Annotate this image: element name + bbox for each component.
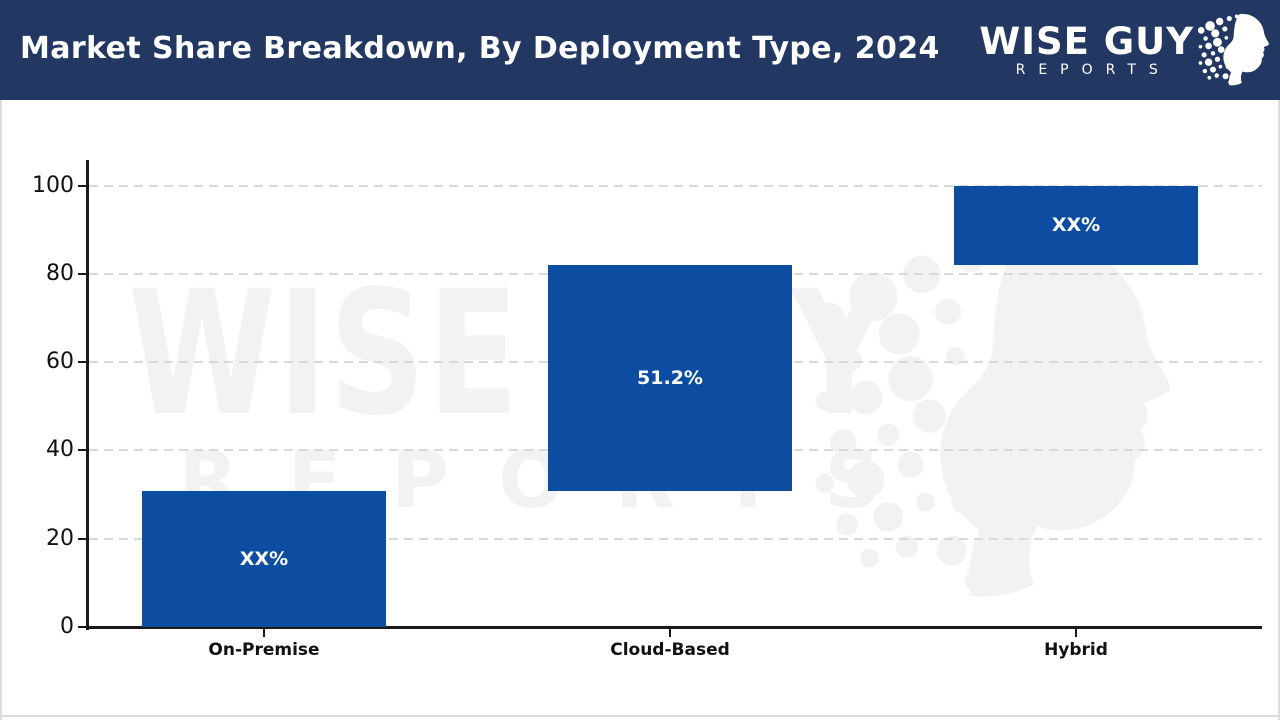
bar-cloud-based: [548, 264, 792, 492]
x-axis-line: [86, 626, 1262, 629]
y-tick-label: 40: [46, 437, 74, 463]
logo-text: WISE GUY REPORTS: [979, 23, 1194, 77]
y-tick-label: 100: [32, 172, 74, 198]
y-tick-mark: [78, 449, 86, 452]
x-tick-mark: [1075, 629, 1077, 637]
wise-guy-reports-logo: WISE GUY REPORTS: [979, 6, 1270, 94]
header-band: Market Share Breakdown, By Deployment Ty…: [0, 0, 1280, 100]
y-tick-mark: [78, 361, 86, 364]
y-axis-line: [86, 160, 89, 630]
logo-subtitle: REPORTS: [1015, 62, 1171, 78]
x-axis-label: Cloud-Based: [610, 640, 730, 660]
left-edge-line: [0, 100, 2, 720]
x-axis-label: Hybrid: [1044, 640, 1108, 660]
bar-value-label: XX%: [1051, 214, 1101, 237]
right-edge-line: [1278, 100, 1280, 720]
face-profile-logo-icon: [1197, 13, 1269, 86]
y-tick-mark: [78, 184, 86, 187]
y-tick-label: 20: [46, 525, 74, 551]
y-tick-label: 0: [60, 614, 74, 639]
gridline: [89, 184, 1262, 187]
bar-hybrid: [954, 185, 1198, 265]
page-title: Market Share Breakdown, By Deployment Ty…: [20, 31, 940, 67]
x-tick-mark: [263, 629, 265, 637]
y-tick-mark: [78, 537, 86, 540]
y-tick-label: 60: [46, 349, 74, 375]
bottom-edge-line: [0, 715, 1280, 717]
bar-value-label: XX%: [239, 548, 289, 570]
y-tick-label: 80: [46, 260, 74, 286]
gridline: [89, 537, 1262, 540]
bar-chart: 0 20 40 60 80 100 XX% 51.2% XX% On-Premise Cloud-B…: [0, 100, 1280, 720]
logo-wordmark: WISE GUY: [979, 20, 1194, 63]
bar-on-premise: [142, 491, 386, 627]
x-axis-label: On-Premise: [208, 640, 320, 660]
y-tick-mark: [78, 272, 86, 275]
y-tick-mark: [78, 626, 86, 628]
bar-value-label: 51.2%: [637, 366, 703, 389]
x-tick-mark: [669, 629, 671, 637]
